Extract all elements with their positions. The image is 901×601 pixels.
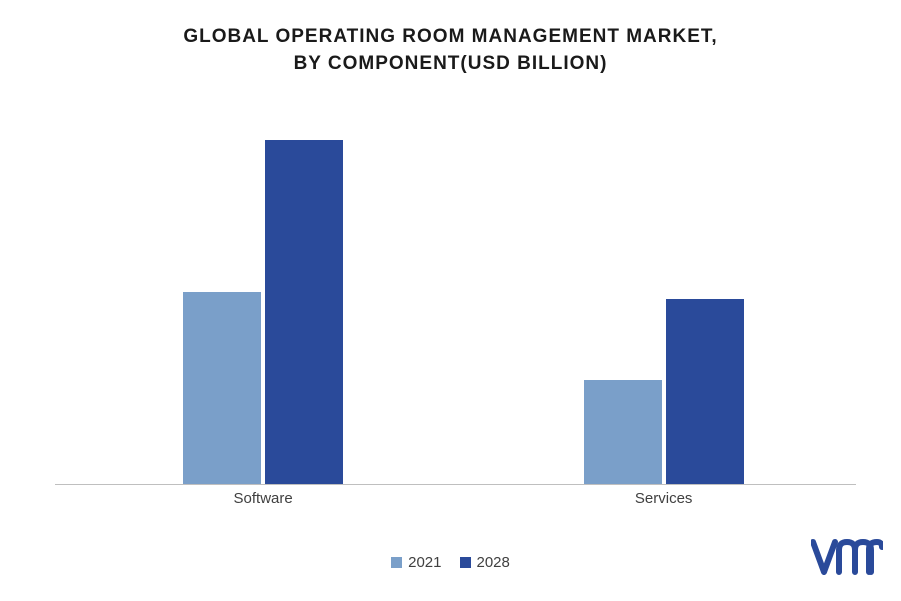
bar-group-services	[584, 299, 744, 484]
bar-software-2028	[265, 140, 343, 484]
x-axis-labels: Software Services	[55, 490, 856, 514]
bar-services-2021	[584, 380, 662, 484]
chart-legend: 2021 2028	[0, 554, 901, 571]
legend-label-2028: 2028	[477, 554, 510, 571]
legend-item-2028: 2028	[460, 554, 510, 571]
legend-swatch-2028	[460, 557, 471, 568]
bar-software-2021	[183, 292, 261, 484]
chart-title-line2: BY COMPONENT(USD BILLION)	[0, 51, 901, 78]
vmr-logo-icon	[811, 536, 883, 583]
bar-group-software	[183, 140, 343, 484]
legend-label-2021: 2021	[408, 554, 441, 571]
legend-swatch-2021	[391, 557, 402, 568]
chart-title: GLOBAL OPERATING ROOM MANAGEMENT MARKET,…	[0, 0, 901, 77]
bar-services-2028	[666, 299, 744, 484]
x-label-services: Services	[584, 490, 744, 507]
x-label-software: Software	[183, 490, 343, 507]
legend-item-2021: 2021	[391, 554, 441, 571]
chart-title-line1: GLOBAL OPERATING ROOM MANAGEMENT MARKET,	[0, 24, 901, 51]
chart-plot-area	[55, 115, 856, 485]
